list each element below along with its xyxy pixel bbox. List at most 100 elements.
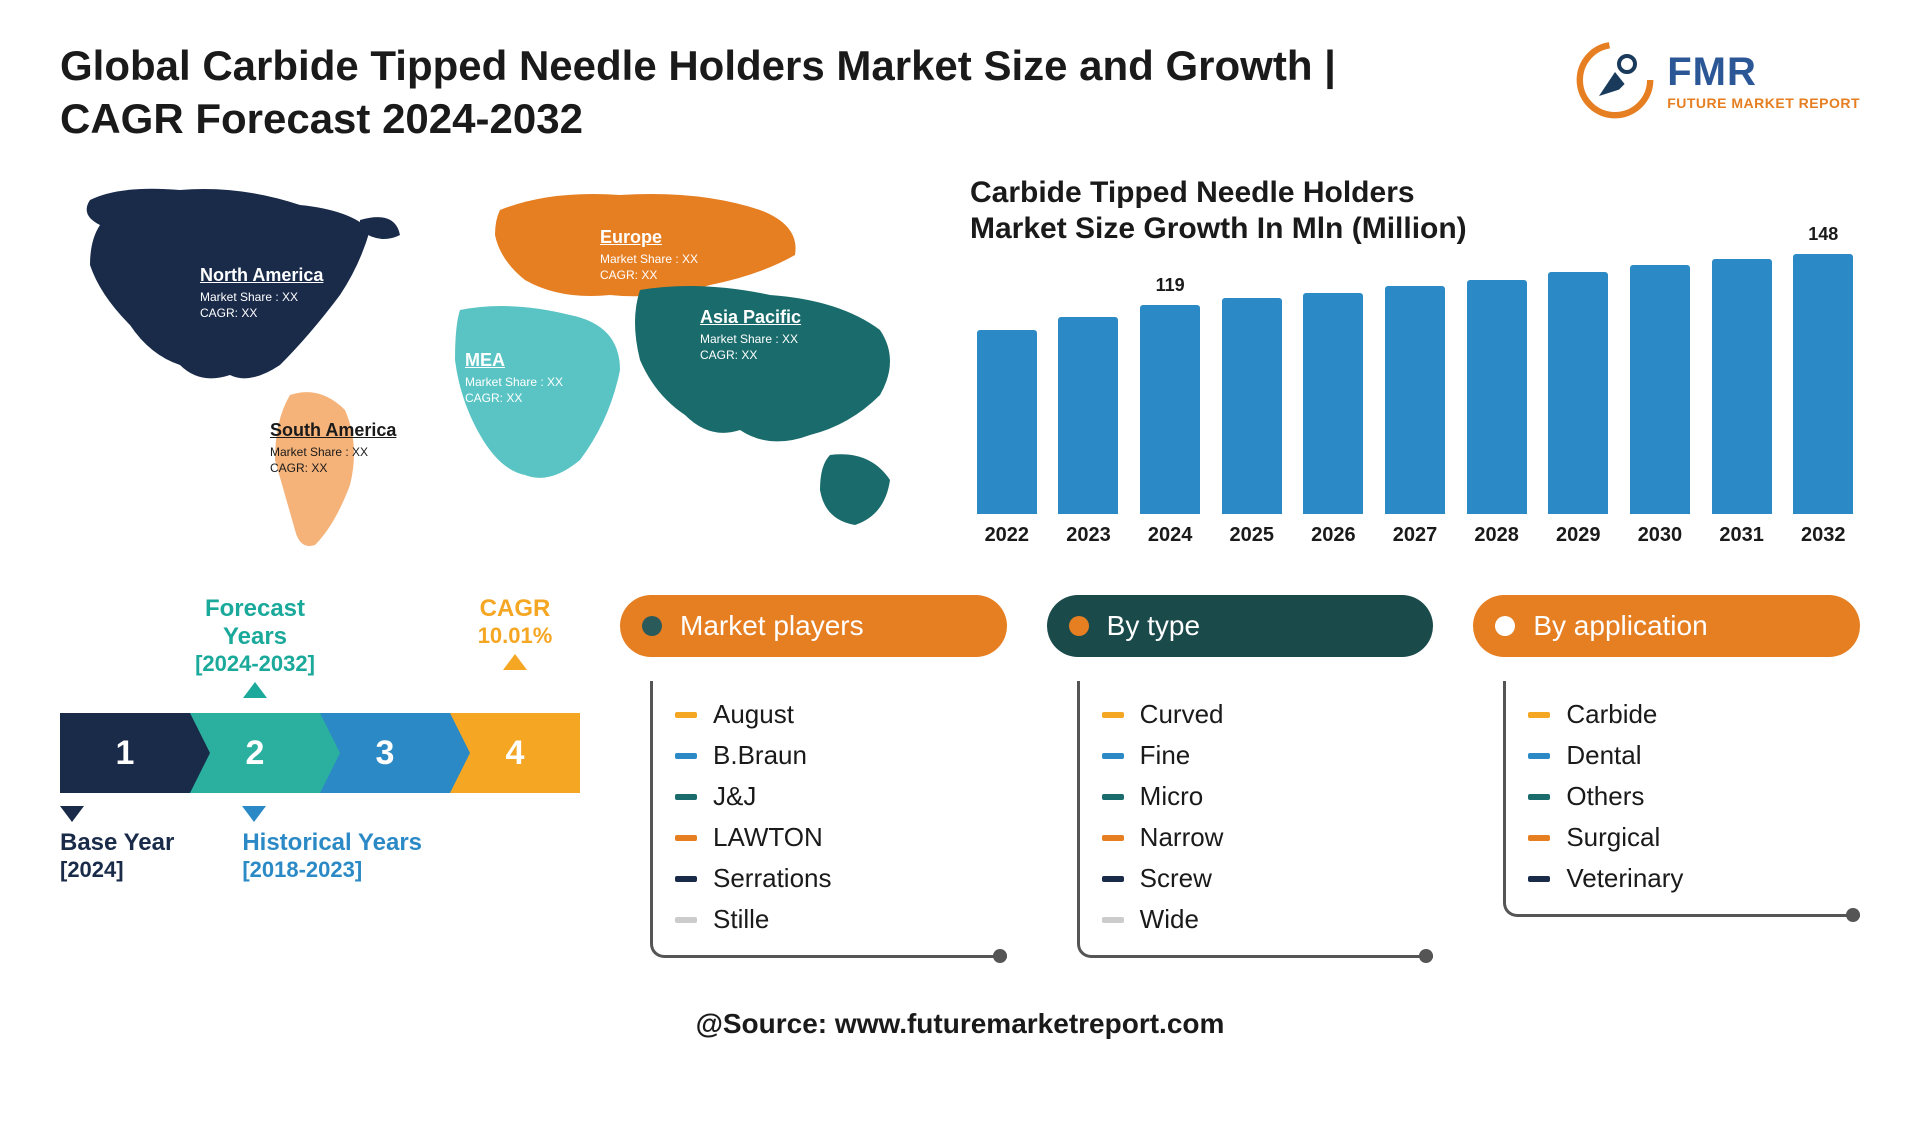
dash-icon (1102, 917, 1124, 923)
dash-icon (675, 876, 697, 882)
bar-year-label: 2026 (1311, 524, 1356, 547)
category-item: Surgical (1528, 822, 1860, 853)
bar-year-label: 2031 (1719, 524, 1764, 547)
pill-dot-icon (1069, 616, 1089, 636)
category-item-label: J&J (713, 781, 756, 812)
triangle-up-icon (243, 682, 267, 698)
pill-dot-icon (1495, 616, 1515, 636)
forecast-annotation: Forecast Years [2024-2032] (190, 595, 320, 705)
bar-year-label: 2030 (1638, 524, 1683, 547)
region-label-mea: MEAMarket Share : XXCAGR: XX (465, 350, 563, 406)
base-year-annotation: Base Year [2024] (60, 801, 174, 883)
bar-rect (1467, 280, 1527, 514)
bar-2022: 2022 (970, 300, 1044, 547)
dash-icon (1102, 712, 1124, 718)
pill-dot-icon (642, 616, 662, 636)
chart-title: Carbide Tipped Needle Holders Market Siz… (970, 175, 1490, 247)
category-item: Wide (1102, 904, 1434, 935)
dash-icon (1528, 876, 1550, 882)
historical-value: [2018-2023] (242, 857, 422, 883)
dash-icon (675, 835, 697, 841)
dash-icon (675, 712, 697, 718)
category-item-label: Fine (1140, 740, 1191, 771)
category-item: Others (1528, 781, 1860, 812)
category-item-label: Carbide (1566, 699, 1657, 730)
bar-2026: 2026 (1297, 263, 1371, 547)
cagr-annotation: CAGR 10.01% (450, 595, 580, 705)
upper-row: North AmericaMarket Share : XXCAGR: XXSo… (60, 175, 1860, 555)
bar-rect (1712, 259, 1772, 514)
timeline-cells: 1234 (60, 713, 580, 793)
bar-rect (1303, 293, 1363, 514)
dash-icon (1102, 835, 1124, 841)
dash-icon (1528, 753, 1550, 759)
base-year-label: Base Year (60, 829, 174, 856)
category-item: Serrations (675, 863, 1007, 894)
dash-icon (1528, 835, 1550, 841)
source-line: @Source: www.futuremarketreport.com (60, 1008, 1860, 1040)
bar-year-label: 2027 (1393, 524, 1438, 547)
category-item-label: Surgical (1566, 822, 1660, 853)
cagr-value: 10.01% (450, 623, 580, 649)
category-item: B.Braun (675, 740, 1007, 771)
category-pill: Market players (620, 595, 1007, 657)
header: Global Carbide Tipped Needle Holders Mar… (60, 40, 1860, 145)
category-item: Curved (1102, 699, 1434, 730)
category-market-players: Market players August B.Braun J&J LAWTON Ser… (620, 595, 1007, 958)
base-year-value: [2024] (60, 857, 174, 883)
bar-2028: 2028 (1460, 250, 1534, 547)
bar-2032: 148 2032 (1786, 224, 1860, 547)
category-item-label: Veterinary (1566, 863, 1683, 894)
triangle-up-icon (503, 654, 527, 670)
category-item-label: Micro (1140, 781, 1204, 812)
dash-icon (675, 753, 697, 759)
category-item: Fine (1102, 740, 1434, 771)
bar-2029: 2029 (1541, 242, 1615, 547)
timeline-cell-1: 1 (60, 713, 190, 793)
category-item: LAWTON (675, 822, 1007, 853)
triangle-down-icon (242, 806, 266, 822)
category-item-label: Stille (713, 904, 769, 935)
category-item: Veterinary (1528, 863, 1860, 894)
bars-container: 2022 2023 119 2024 2025 2026 2027 2028 2… (970, 267, 1860, 547)
bar-year-label: 2024 (1148, 524, 1193, 547)
category-item: August (675, 699, 1007, 730)
logo-main-text: FMR (1667, 50, 1860, 95)
bar-value: 148 (1808, 224, 1838, 248)
world-map: North AmericaMarket Share : XXCAGR: XXSo… (60, 175, 940, 555)
lower-row: Forecast Years [2024-2032] CAGR 10.01% 1… (60, 595, 1860, 958)
fmr-logo-icon (1575, 40, 1655, 120)
category-list: CurvedFineMicroNarrowScrewWide (1077, 681, 1434, 958)
region-label-europe: EuropeMarket Share : XXCAGR: XX (600, 227, 698, 283)
category-title: By type (1107, 610, 1200, 642)
bar-value: 119 (1156, 275, 1185, 299)
category-item-label: Wide (1140, 904, 1199, 935)
bar-rect (1385, 286, 1445, 514)
region-label-asia-pacific: Asia PacificMarket Share : XXCAGR: XX (700, 307, 801, 363)
category-item: Micro (1102, 781, 1434, 812)
category-item: J&J (675, 781, 1007, 812)
category-columns: Market players August B.Braun J&J LAWTON Ser… (620, 595, 1860, 958)
bar-rect (1793, 254, 1853, 514)
category-title: Market players (680, 610, 864, 642)
category-title: By application (1533, 610, 1707, 642)
category-item-label: Curved (1140, 699, 1224, 730)
forecast-value: [2024-2032] (190, 651, 320, 677)
category-item-label: B.Braun (713, 740, 807, 771)
forecast-label: Forecast Years (205, 595, 305, 650)
historical-annotation: Historical Years [2018-2023] (242, 801, 422, 883)
bar-year-label: 2022 (985, 524, 1030, 547)
bar-chart: Carbide Tipped Needle Holders Market Siz… (970, 175, 1860, 555)
category-item-label: Dental (1566, 740, 1641, 771)
triangle-down-icon (60, 806, 84, 822)
bar-year-label: 2032 (1801, 524, 1846, 547)
dash-icon (1102, 876, 1124, 882)
category-list: Carbide Dental Others Surgical Veterinary (1503, 681, 1860, 917)
bar-2025: 2025 (1215, 268, 1289, 547)
dash-icon (675, 917, 697, 923)
bar-rect (977, 330, 1037, 514)
historical-label: Historical Years (242, 829, 422, 856)
dash-icon (1102, 794, 1124, 800)
logo-sub-text: FUTURE MARKET REPORT (1667, 95, 1860, 111)
bar-year-label: 2029 (1556, 524, 1601, 547)
